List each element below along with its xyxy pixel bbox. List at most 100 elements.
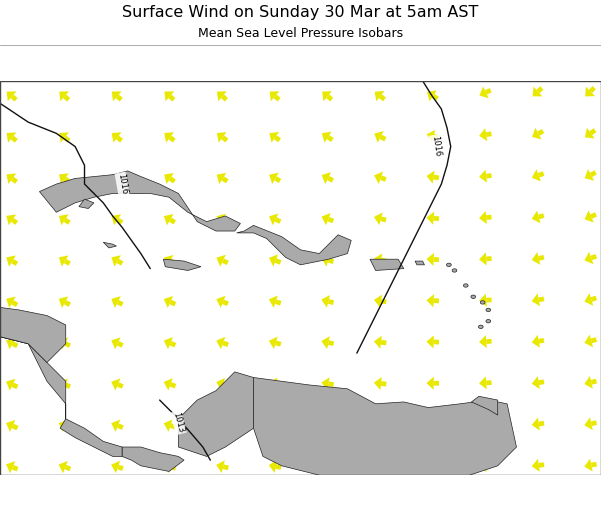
Polygon shape bbox=[216, 296, 225, 308]
Polygon shape bbox=[374, 213, 383, 225]
Polygon shape bbox=[538, 338, 545, 343]
Polygon shape bbox=[479, 294, 487, 307]
Polygon shape bbox=[59, 338, 68, 350]
Ellipse shape bbox=[230, 126, 467, 257]
Polygon shape bbox=[427, 253, 434, 266]
Polygon shape bbox=[374, 377, 382, 390]
Polygon shape bbox=[178, 372, 254, 456]
Polygon shape bbox=[116, 95, 123, 102]
Polygon shape bbox=[216, 378, 225, 390]
Polygon shape bbox=[216, 460, 225, 473]
Ellipse shape bbox=[452, 269, 457, 272]
Polygon shape bbox=[237, 225, 351, 265]
Polygon shape bbox=[479, 211, 487, 224]
Polygon shape bbox=[64, 259, 71, 266]
Polygon shape bbox=[486, 339, 492, 344]
Text: 1013: 1013 bbox=[171, 411, 186, 434]
Ellipse shape bbox=[171, 92, 526, 290]
Polygon shape bbox=[433, 216, 439, 221]
Ellipse shape bbox=[222, 121, 475, 262]
Polygon shape bbox=[486, 380, 492, 385]
Ellipse shape bbox=[272, 149, 425, 234]
Polygon shape bbox=[322, 91, 332, 101]
Polygon shape bbox=[269, 460, 277, 473]
Polygon shape bbox=[479, 128, 487, 141]
Polygon shape bbox=[380, 299, 386, 304]
Polygon shape bbox=[117, 382, 124, 389]
Polygon shape bbox=[269, 254, 278, 267]
Polygon shape bbox=[380, 175, 386, 182]
Polygon shape bbox=[380, 217, 386, 222]
Polygon shape bbox=[432, 94, 439, 101]
Polygon shape bbox=[79, 199, 94, 208]
Polygon shape bbox=[117, 341, 124, 347]
Polygon shape bbox=[538, 421, 545, 426]
Polygon shape bbox=[427, 335, 434, 349]
Polygon shape bbox=[116, 177, 123, 183]
Polygon shape bbox=[479, 335, 487, 348]
Polygon shape bbox=[591, 337, 597, 343]
Polygon shape bbox=[274, 176, 281, 183]
Polygon shape bbox=[60, 419, 122, 456]
Polygon shape bbox=[538, 255, 545, 261]
Polygon shape bbox=[270, 91, 279, 101]
Polygon shape bbox=[12, 424, 19, 430]
Ellipse shape bbox=[340, 187, 357, 196]
Polygon shape bbox=[223, 464, 229, 470]
Polygon shape bbox=[11, 383, 19, 389]
Polygon shape bbox=[591, 379, 597, 385]
Text: Surface Wind on Sunday 30 Mar at 5am AST: Surface Wind on Sunday 30 Mar at 5am AST bbox=[123, 5, 478, 20]
Polygon shape bbox=[434, 340, 439, 344]
Polygon shape bbox=[269, 337, 278, 349]
Polygon shape bbox=[584, 376, 593, 389]
Polygon shape bbox=[169, 177, 176, 183]
Polygon shape bbox=[427, 459, 434, 472]
Polygon shape bbox=[379, 95, 386, 101]
Polygon shape bbox=[59, 420, 68, 432]
Polygon shape bbox=[486, 297, 492, 303]
Polygon shape bbox=[380, 135, 386, 142]
Polygon shape bbox=[111, 420, 120, 432]
Ellipse shape bbox=[87, 45, 601, 337]
Polygon shape bbox=[59, 296, 69, 308]
Polygon shape bbox=[427, 377, 434, 390]
Polygon shape bbox=[591, 296, 597, 302]
Polygon shape bbox=[11, 259, 18, 266]
Ellipse shape bbox=[146, 79, 552, 304]
Polygon shape bbox=[589, 86, 596, 93]
Polygon shape bbox=[322, 172, 331, 184]
Polygon shape bbox=[532, 417, 540, 430]
Polygon shape bbox=[590, 128, 596, 135]
Ellipse shape bbox=[486, 319, 490, 323]
Polygon shape bbox=[538, 380, 545, 385]
Polygon shape bbox=[221, 135, 228, 143]
Ellipse shape bbox=[112, 60, 585, 322]
Polygon shape bbox=[328, 464, 334, 469]
Polygon shape bbox=[427, 418, 434, 431]
Polygon shape bbox=[374, 91, 385, 101]
Polygon shape bbox=[585, 87, 595, 97]
Polygon shape bbox=[7, 173, 16, 184]
Polygon shape bbox=[11, 95, 17, 102]
Polygon shape bbox=[584, 252, 593, 264]
Ellipse shape bbox=[137, 74, 560, 309]
Polygon shape bbox=[585, 211, 594, 222]
Polygon shape bbox=[427, 294, 434, 307]
Ellipse shape bbox=[103, 55, 594, 328]
Polygon shape bbox=[6, 296, 16, 308]
Polygon shape bbox=[64, 300, 71, 307]
Polygon shape bbox=[117, 259, 123, 266]
Text: Mean Sea Level Pressure Isobars: Mean Sea Level Pressure Isobars bbox=[198, 27, 403, 40]
Polygon shape bbox=[434, 463, 439, 468]
Ellipse shape bbox=[315, 172, 382, 210]
Polygon shape bbox=[58, 461, 68, 473]
Polygon shape bbox=[163, 460, 172, 473]
Polygon shape bbox=[0, 306, 66, 362]
Polygon shape bbox=[322, 254, 331, 267]
Polygon shape bbox=[374, 253, 382, 266]
Polygon shape bbox=[64, 177, 70, 183]
Polygon shape bbox=[532, 87, 542, 97]
Polygon shape bbox=[538, 296, 545, 302]
Polygon shape bbox=[164, 337, 173, 350]
Polygon shape bbox=[164, 255, 173, 267]
